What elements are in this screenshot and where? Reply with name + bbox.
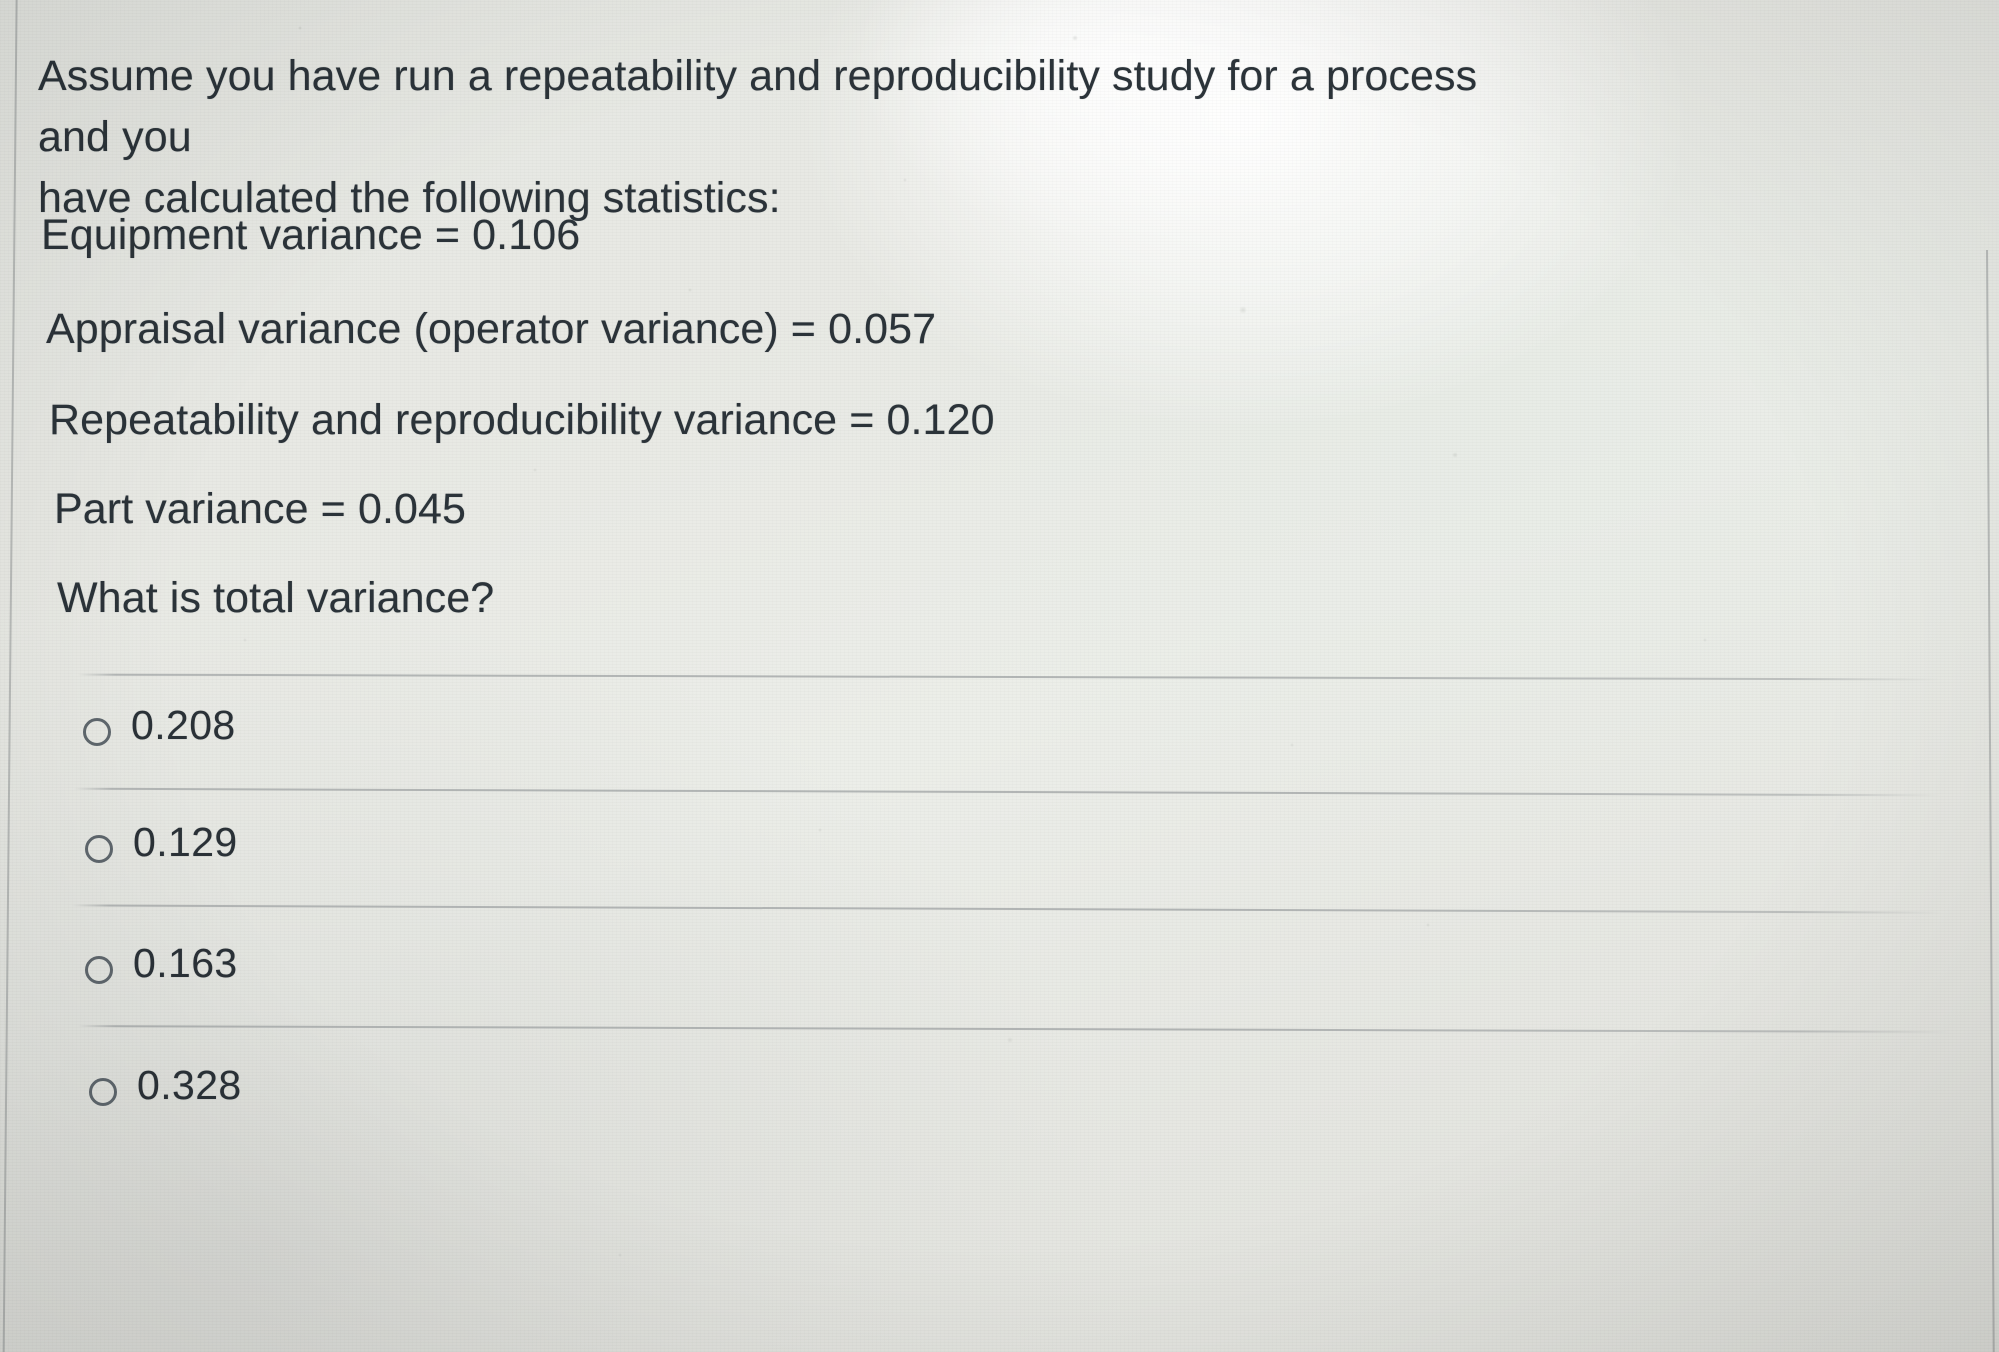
option-separator xyxy=(78,1025,1950,1033)
statistic-equipment-variance: Equipment variance = 0.106 xyxy=(41,211,581,259)
question-prompt: What is total variance? xyxy=(57,574,495,622)
statistic-rr-variance: Repeatability and reproducibility varian… xyxy=(49,396,995,444)
answer-option-2[interactable]: 0.163 xyxy=(0,904,1999,1026)
option-separator xyxy=(78,673,1940,681)
answer-option-label: 0.129 xyxy=(133,819,238,865)
question-stem-line-2: have calculated the following statistics… xyxy=(38,174,781,223)
radio-button-icon[interactable] xyxy=(85,835,113,863)
question-stem-line-1: Assume you have run a repeatability and … xyxy=(38,52,1478,162)
question-stem: Assume you have run a repeatability and … xyxy=(38,46,1558,229)
radio-button-icon[interactable] xyxy=(83,718,111,746)
radio-button-icon[interactable] xyxy=(89,1078,117,1106)
answer-option-0[interactable]: 0.208 xyxy=(0,673,1999,794)
statistic-part-variance: Part variance = 0.045 xyxy=(54,485,467,533)
radio-button-icon[interactable] xyxy=(85,956,113,984)
answer-option-label: 0.163 xyxy=(133,940,238,986)
answer-option-label: 0.208 xyxy=(131,702,236,748)
answer-option-3[interactable]: 0.328 xyxy=(0,1025,1999,1146)
statistic-appraisal-variance: Appraisal variance (operator variance) =… xyxy=(46,305,937,353)
answer-option-label: 0.328 xyxy=(137,1062,242,1108)
answer-option-1[interactable]: 0.129 xyxy=(0,787,1999,909)
